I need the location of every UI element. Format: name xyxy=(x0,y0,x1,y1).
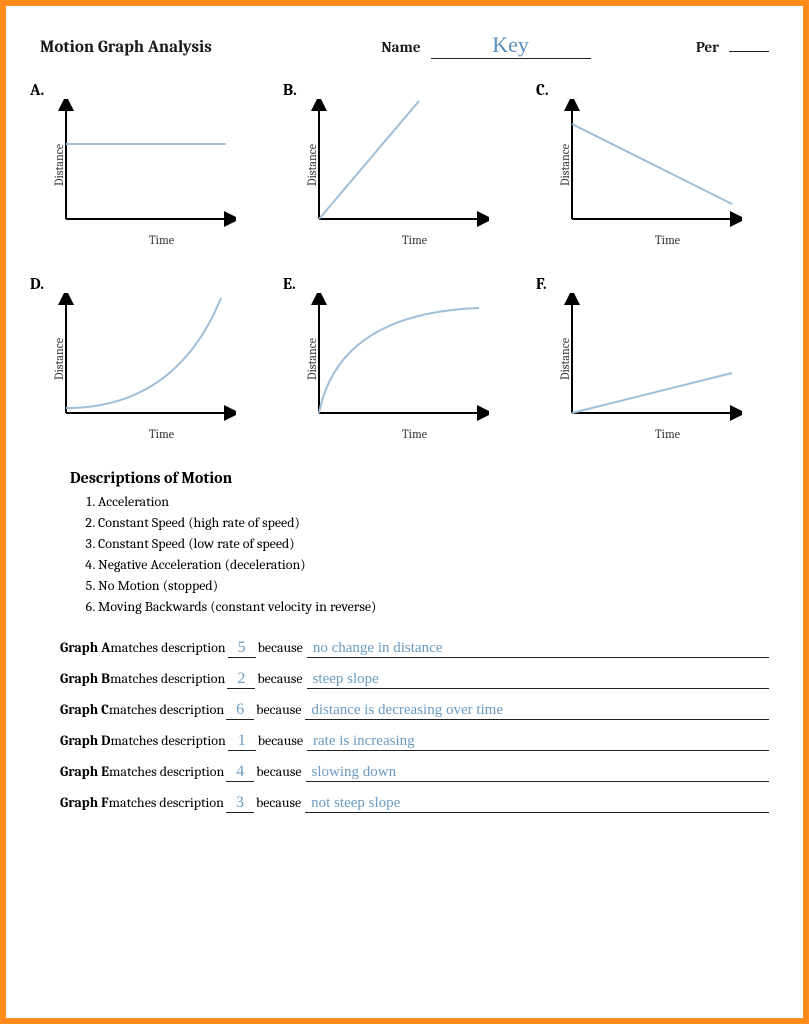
answer-prefix: Graph B xyxy=(60,670,110,687)
answer-number-field[interactable]: 2 xyxy=(227,670,255,689)
answer-row-d: Graph D matches description 1 because ra… xyxy=(60,732,769,751)
graph-letter: A. xyxy=(30,81,44,99)
answer-prefix: Graph E xyxy=(60,763,109,780)
answer-number-field[interactable]: 1 xyxy=(228,732,256,751)
answer-because-text: because xyxy=(257,670,302,687)
answer-row-a: Graph A matches description 5 because no… xyxy=(60,639,769,658)
graph-plot xyxy=(56,293,236,423)
answer-prefix: Graph C xyxy=(60,701,109,718)
description-item: Moving Backwards (constant velocity in r… xyxy=(98,596,769,617)
graph-letter: E. xyxy=(283,275,296,293)
answer-row-f: Graph F matches description 3 because no… xyxy=(60,794,769,813)
graph-b: B. Distance Time xyxy=(283,83,516,247)
graph-letter: F. xyxy=(536,275,547,293)
graph-letter: D. xyxy=(30,275,44,293)
answer-row-c: Graph C matches description 6 because di… xyxy=(60,701,769,720)
answer-because-text: because xyxy=(256,701,301,718)
graph-plot xyxy=(562,99,742,229)
answer-prefix: Graph D xyxy=(60,732,110,749)
answer-prefix: Graph A xyxy=(60,639,110,656)
answer-reason-field[interactable]: slowing down xyxy=(306,764,769,782)
y-axis-label: Distance xyxy=(52,144,66,186)
graph-plot xyxy=(562,293,742,423)
name-label: Name xyxy=(381,38,420,56)
description-item: Constant Speed (low rate of speed) xyxy=(98,533,769,554)
graph-e: E. Distance Time xyxy=(283,277,516,441)
answers-section: Graph A matches description 5 because no… xyxy=(60,639,769,813)
answer-matches-text: matches description xyxy=(110,639,225,656)
answer-matches-text: matches description xyxy=(110,670,225,687)
answer-number-field[interactable]: 5 xyxy=(228,639,256,658)
x-axis-label: Time xyxy=(566,427,769,441)
answer-matches-text: matches description xyxy=(109,763,224,780)
x-axis-label: Time xyxy=(60,427,263,441)
answer-because-text: because xyxy=(256,763,301,780)
worksheet-header: Motion Graph Analysis Name Key Per xyxy=(40,34,769,59)
answer-because-text: because xyxy=(258,639,303,656)
y-axis-label: Distance xyxy=(305,338,319,380)
answer-because-text: because xyxy=(258,732,303,749)
y-axis-label: Distance xyxy=(558,144,572,186)
answer-reason-field[interactable]: no change in distance xyxy=(307,640,769,658)
answer-row-e: Graph E matches description 4 because sl… xyxy=(60,763,769,782)
answer-reason-field[interactable]: rate is increasing xyxy=(307,733,769,751)
y-axis-label: Distance xyxy=(52,338,66,380)
answer-number-field[interactable]: 6 xyxy=(226,701,254,720)
answer-number-field[interactable]: 3 xyxy=(226,794,254,813)
graph-plot xyxy=(56,99,236,229)
description-item: Acceleration xyxy=(98,491,769,512)
answer-reason-field[interactable]: steep slope xyxy=(307,671,769,689)
y-axis-label: Distance xyxy=(305,144,319,186)
page-title: Motion Graph Analysis xyxy=(40,38,212,57)
answer-prefix: Graph F xyxy=(60,794,109,811)
answer-reason-field[interactable]: distance is decreasing over time xyxy=(305,702,769,720)
graph-grid: A. Distance Time B. Distance Time C. Distance Ti… xyxy=(30,83,769,441)
answer-reason-field[interactable]: not steep slope xyxy=(305,795,769,813)
graph-c: C. Distance Time xyxy=(536,83,769,247)
x-axis-label: Time xyxy=(566,233,769,247)
answer-number-field[interactable]: 4 xyxy=(226,763,254,782)
answer-matches-text: matches description xyxy=(110,732,225,749)
per-label: Per xyxy=(696,38,719,56)
description-item: No Motion (stopped) xyxy=(98,575,769,596)
x-axis-label: Time xyxy=(60,233,263,247)
answer-matches-text: matches description xyxy=(109,701,224,718)
descriptions-title: Descriptions of Motion xyxy=(70,469,769,487)
graph-plot xyxy=(309,293,489,423)
description-item: Negative Acceleration (deceleration) xyxy=(98,554,769,575)
graph-f: F. Distance Time xyxy=(536,277,769,441)
descriptions-section: Descriptions of Motion AccelerationConst… xyxy=(70,469,769,617)
graph-plot xyxy=(309,99,489,229)
x-axis-label: Time xyxy=(313,427,516,441)
x-axis-label: Time xyxy=(313,233,516,247)
graph-letter: C. xyxy=(536,81,549,99)
name-field[interactable]: Key xyxy=(431,34,591,59)
descriptions-list: AccelerationConstant Speed (high rate of… xyxy=(98,491,769,617)
graph-d: D. Distance Time xyxy=(30,277,263,441)
answer-row-b: Graph B matches description 2 because st… xyxy=(60,670,769,689)
per-field[interactable] xyxy=(729,51,769,52)
answer-matches-text: matches description xyxy=(109,794,224,811)
graph-letter: B. xyxy=(283,81,297,99)
y-axis-label: Distance xyxy=(558,338,572,380)
description-item: Constant Speed (high rate of speed) xyxy=(98,512,769,533)
graph-a: A. Distance Time xyxy=(30,83,263,247)
answer-because-text: because xyxy=(256,794,301,811)
